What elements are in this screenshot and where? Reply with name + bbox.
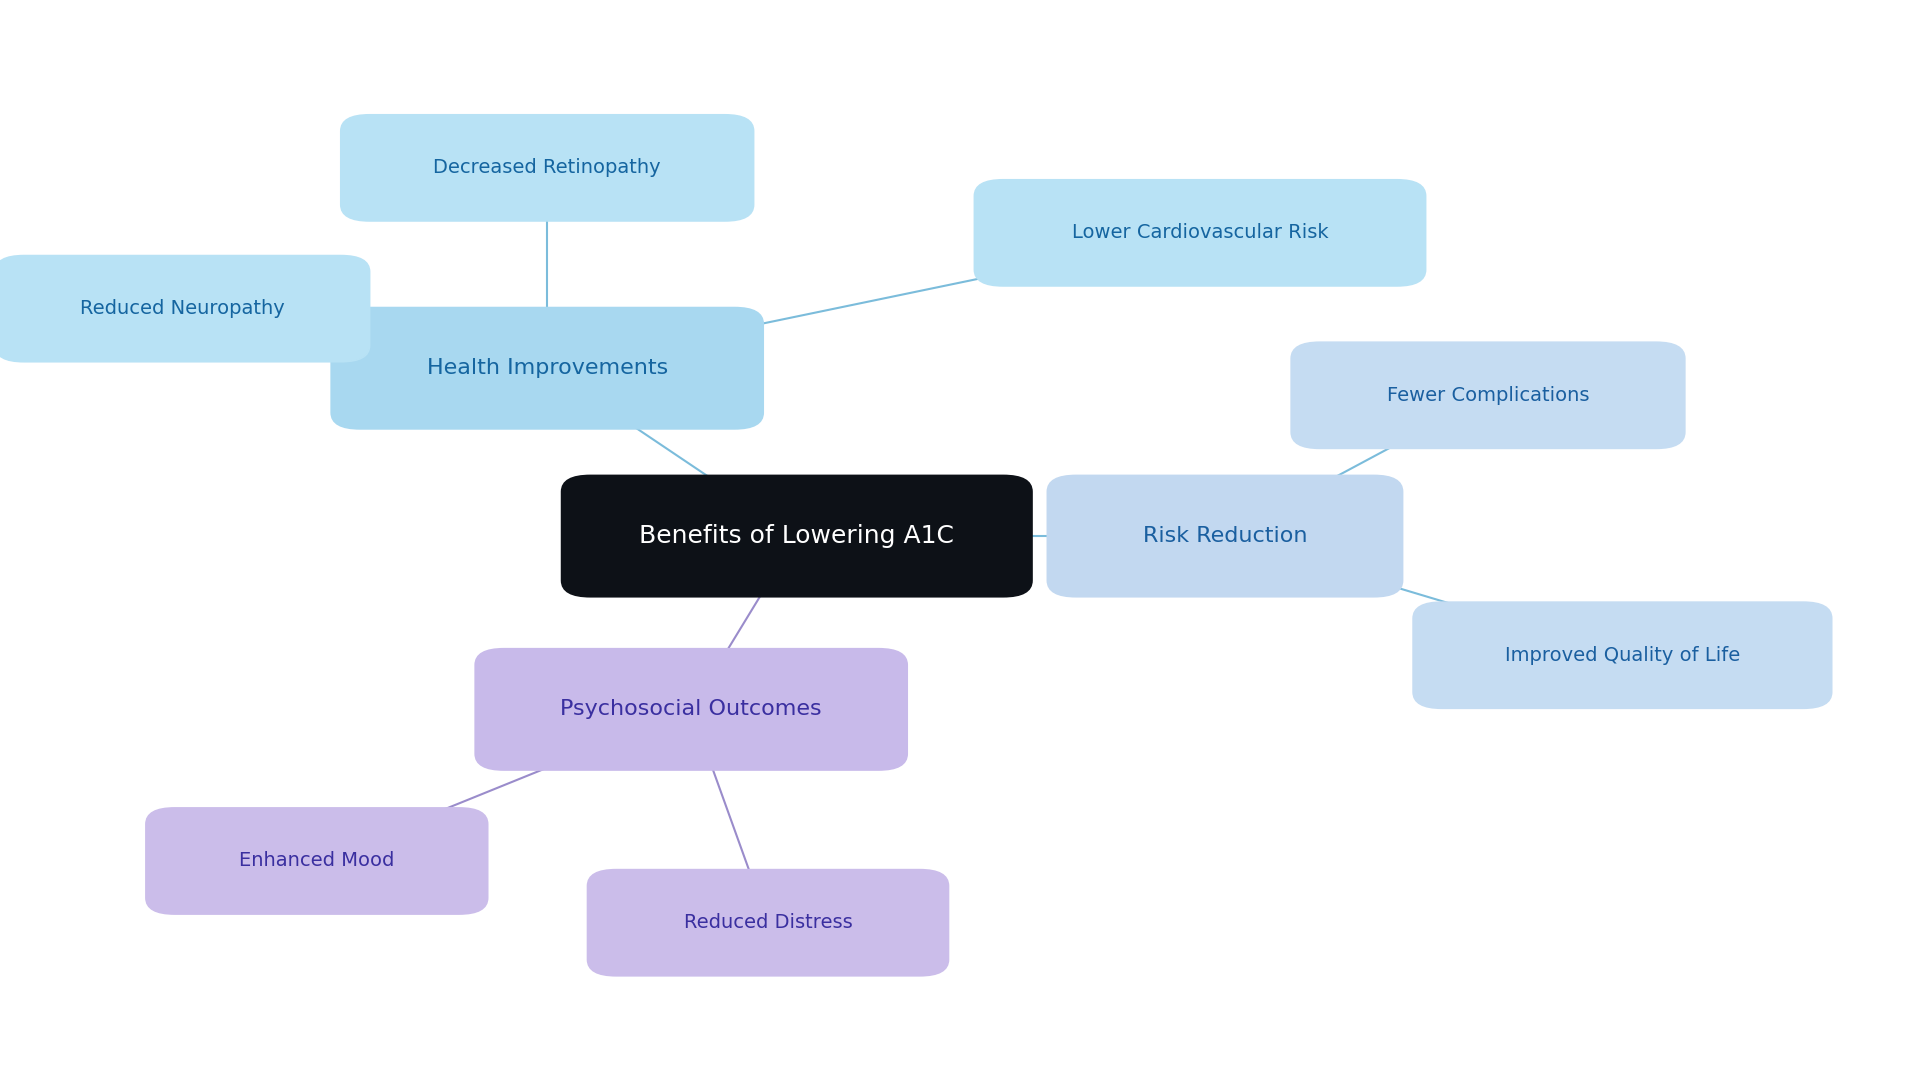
FancyBboxPatch shape: [474, 649, 906, 770]
FancyBboxPatch shape: [1413, 602, 1832, 708]
FancyBboxPatch shape: [561, 475, 1033, 597]
FancyBboxPatch shape: [146, 808, 488, 914]
Text: Benefits of Lowering A1C: Benefits of Lowering A1C: [639, 524, 954, 548]
Text: Psychosocial Outcomes: Psychosocial Outcomes: [561, 700, 822, 719]
Text: Reduced Distress: Reduced Distress: [684, 913, 852, 932]
FancyBboxPatch shape: [0, 256, 369, 362]
FancyBboxPatch shape: [340, 115, 753, 221]
Text: Decreased Retinopathy: Decreased Retinopathy: [434, 158, 660, 178]
Text: Improved Quality of Life: Improved Quality of Life: [1505, 645, 1740, 665]
Text: Lower Cardiovascular Risk: Lower Cardiovascular Risk: [1071, 223, 1329, 243]
FancyBboxPatch shape: [1290, 342, 1686, 448]
FancyBboxPatch shape: [1048, 475, 1402, 597]
Text: Health Improvements: Health Improvements: [426, 358, 668, 378]
Text: Enhanced Mood: Enhanced Mood: [240, 851, 394, 871]
FancyBboxPatch shape: [330, 308, 762, 429]
Text: Fewer Complications: Fewer Complications: [1386, 386, 1590, 405]
FancyBboxPatch shape: [973, 180, 1425, 286]
Text: Risk Reduction: Risk Reduction: [1142, 526, 1308, 546]
Text: Reduced Neuropathy: Reduced Neuropathy: [81, 299, 284, 318]
FancyBboxPatch shape: [588, 870, 948, 976]
